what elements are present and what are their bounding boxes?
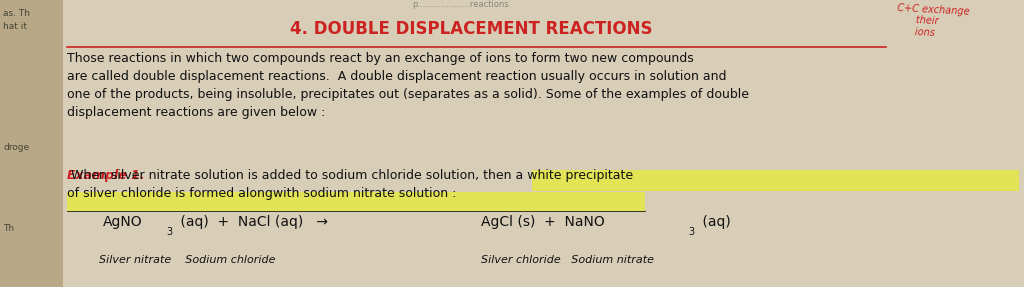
Bar <box>0 0 63 287</box>
Text: Those reactions in which two compounds react by an exchange of ions to form two : Those reactions in which two compounds r… <box>67 52 749 119</box>
Text: droge: droge <box>3 144 30 152</box>
Text: Th: Th <box>3 224 14 233</box>
Text: C+C exchange
      their
      ions: C+C exchange their ions <box>896 3 970 40</box>
Text: 3: 3 <box>688 227 694 237</box>
Text: AgCl (s)  +  NaNO: AgCl (s) + NaNO <box>481 215 605 229</box>
Bar <box>532 170 1019 191</box>
Text: When silver nitrate solution is added to sodium chloride solution, then a white : When silver nitrate solution is added to… <box>67 169 633 200</box>
Bar <box>67 192 645 212</box>
Text: AgNO: AgNO <box>102 215 142 229</box>
Text: p....................reactions: p....................reactions <box>413 0 509 9</box>
Text: (aq)  +  NaCl (aq)   →: (aq) + NaCl (aq) → <box>176 215 328 229</box>
Text: 3: 3 <box>166 227 172 237</box>
Text: Example 1.: Example 1. <box>67 169 144 182</box>
Text: 4. DOUBLE DISPLACEMENT REACTIONS: 4. DOUBLE DISPLACEMENT REACTIONS <box>290 20 652 38</box>
Text: Silver nitrate    Sodium chloride: Silver nitrate Sodium chloride <box>99 255 275 265</box>
Text: Silver chloride   Sodium nitrate: Silver chloride Sodium nitrate <box>481 255 654 265</box>
Text: as. Th
hat it: as. Th hat it <box>3 9 30 31</box>
Text: (aq): (aq) <box>698 215 731 229</box>
